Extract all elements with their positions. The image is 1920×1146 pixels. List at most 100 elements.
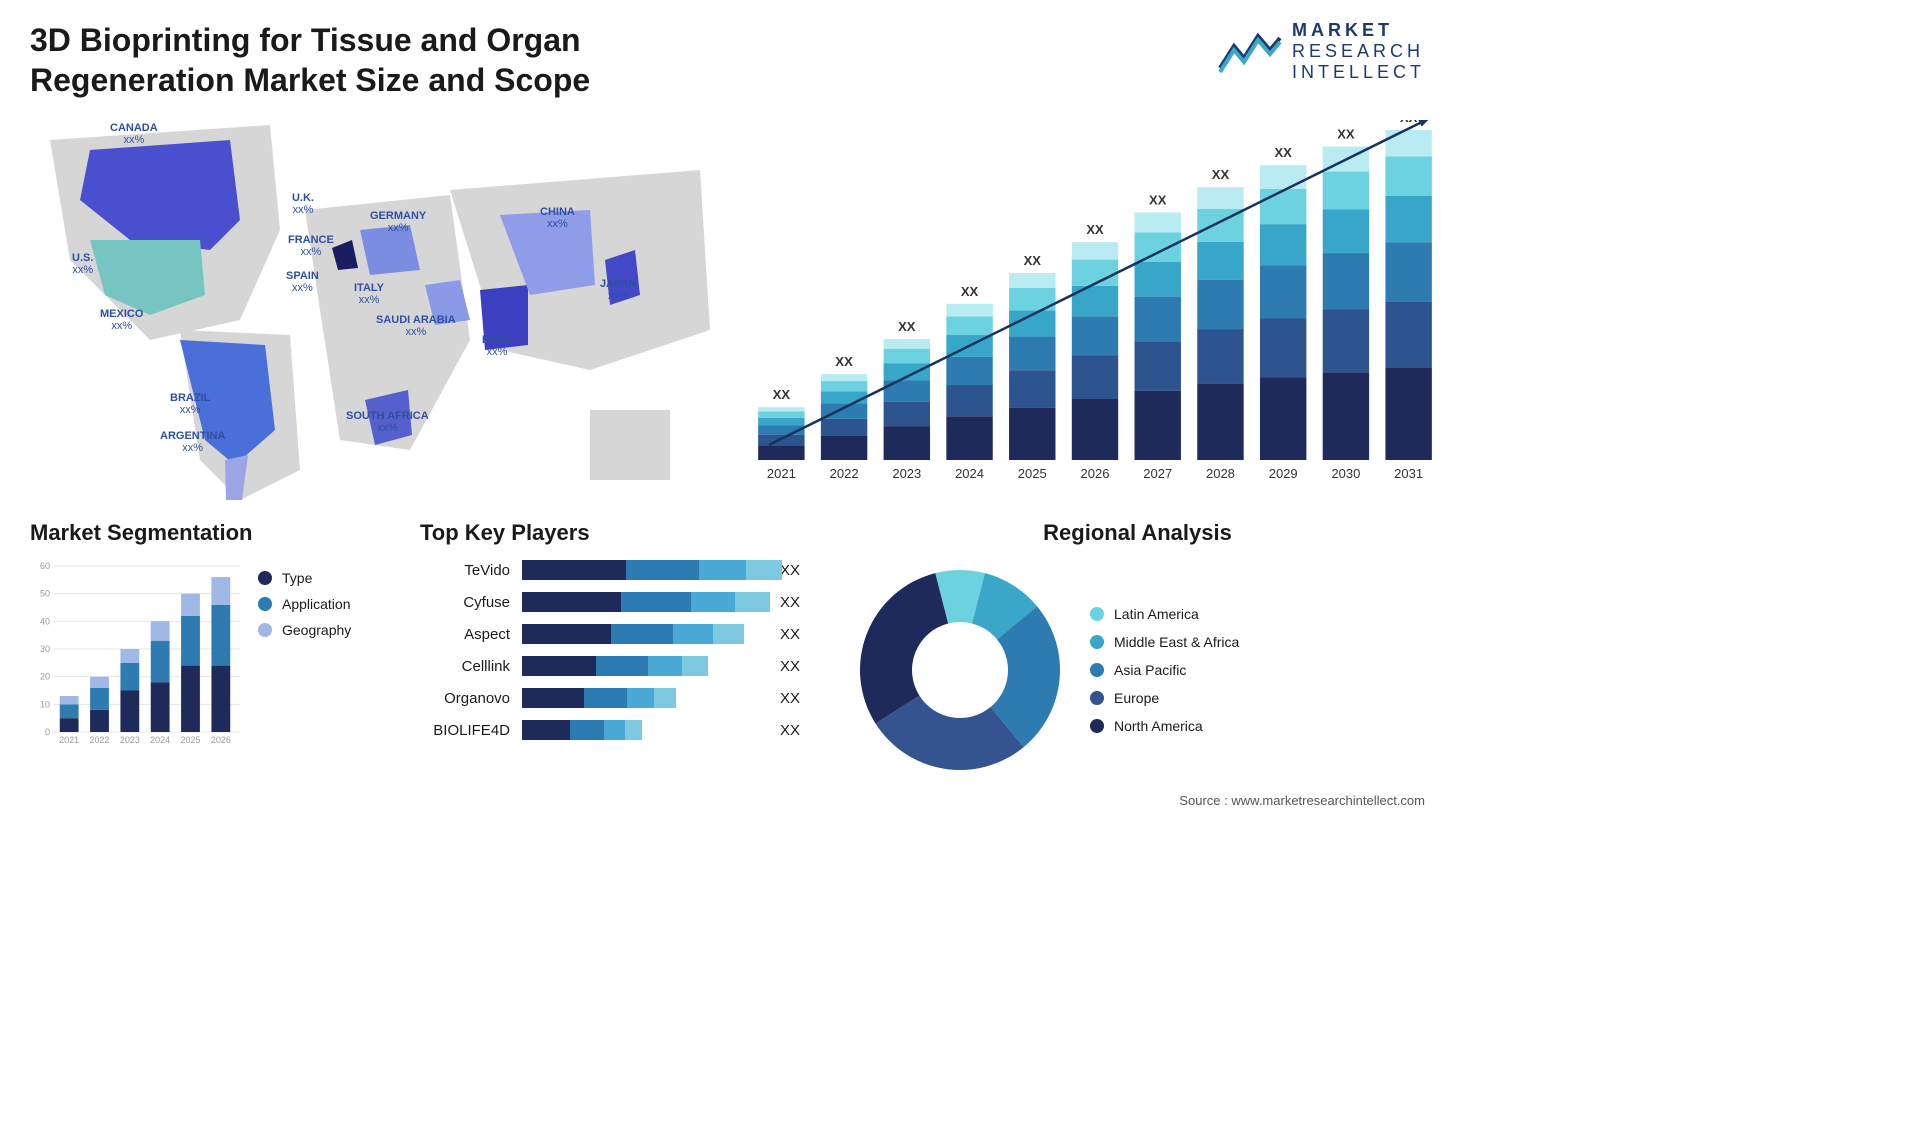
brand-logo: MARKET RESEARCH INTELLECT xyxy=(1218,20,1425,83)
key-player-row: Cyfuse XX xyxy=(420,592,800,612)
svg-text:2021: 2021 xyxy=(59,735,79,745)
regional-legend-item: Asia Pacific xyxy=(1090,662,1239,678)
map-country-label: ITALYxx% xyxy=(354,282,384,306)
svg-text:XX: XX xyxy=(835,354,853,369)
key-player-row: OrganovoXX xyxy=(420,688,800,708)
svg-text:2031: 2031 xyxy=(1394,466,1423,481)
svg-text:XX: XX xyxy=(1024,253,1042,268)
player-bar-segment xyxy=(625,720,642,740)
player-bar-segment xyxy=(522,624,611,644)
player-value: XX xyxy=(780,562,800,579)
map-country-label: GERMANYxx% xyxy=(370,210,426,234)
legend-label: Europe xyxy=(1114,690,1159,706)
segmentation-chart-svg: 0102030405060202120222023202420252026 xyxy=(30,560,240,750)
player-bar-segment xyxy=(522,720,570,740)
key-player-row: BIOLIFE4DXX xyxy=(420,720,800,740)
regional-legend-item: Middle East & Africa xyxy=(1090,634,1239,650)
legend-swatch-icon xyxy=(1090,607,1104,621)
growth-chart-svg: XX2021XX2022XX2023XX2024XX2025XX2026XX20… xyxy=(750,120,1440,490)
player-bar-segment xyxy=(682,656,708,676)
regional-title: Regional Analysis xyxy=(850,520,1425,546)
svg-text:2029: 2029 xyxy=(1269,466,1298,481)
player-bar-segment xyxy=(522,560,626,580)
map-country-label: CANADAxx% xyxy=(110,122,158,146)
player-name: Organovo xyxy=(420,690,510,707)
legend-swatch-icon xyxy=(1090,719,1104,733)
key-players-list: TeVidoXXCyfuseXXAspectXXCelllinkXXOrgano… xyxy=(420,560,800,740)
svg-text:XX: XX xyxy=(1149,193,1167,208)
player-bar-segment xyxy=(570,720,604,740)
legend-label: Middle East & Africa xyxy=(1114,634,1239,650)
player-bar-segment xyxy=(746,560,782,580)
svg-text:0: 0 xyxy=(45,727,50,737)
regional-legend: Latin America Middle East & Africa Asia Pa… xyxy=(1090,606,1239,734)
svg-text:10: 10 xyxy=(40,699,50,709)
map-country-label: U.K.xx% xyxy=(292,192,314,216)
segmentation-legend-item: Geography xyxy=(258,622,351,638)
segmentation-panel: Market Segmentation 0 10 20 30 40 50 60 2021 202… xyxy=(30,520,400,780)
logo-mark-icon xyxy=(1218,28,1282,76)
svg-text:60: 60 xyxy=(40,561,50,571)
player-bar-segment xyxy=(611,624,673,644)
regional-legend-item: North America xyxy=(1090,718,1239,734)
logo-text-line-2: RESEARCH xyxy=(1292,41,1425,62)
segmentation-chart: 0102030405060202120222023202420252026 xyxy=(30,560,240,750)
regional-donut-chart xyxy=(850,560,1070,780)
svg-text:30: 30 xyxy=(40,644,50,654)
svg-text:2028: 2028 xyxy=(1206,466,1235,481)
player-value: XX xyxy=(780,722,800,739)
player-value: XX xyxy=(780,594,800,611)
svg-text:2023: 2023 xyxy=(892,466,921,481)
svg-text:20: 20 xyxy=(40,672,50,682)
key-player-row: TeVidoXX xyxy=(420,560,800,580)
player-bar xyxy=(522,656,762,676)
logo-text-line-3: INTELLECT xyxy=(1292,62,1425,83)
player-bar xyxy=(522,560,762,580)
player-bar-segment xyxy=(627,688,655,708)
map-country-label: U.S.xx% xyxy=(72,252,93,276)
map-country-label: SAUDI ARABIAxx% xyxy=(376,314,456,338)
legend-swatch-icon xyxy=(258,623,272,637)
map-country-label: ARGENTINAxx% xyxy=(160,430,225,454)
svg-text:2024: 2024 xyxy=(955,466,984,481)
player-bar xyxy=(522,592,762,612)
legend-swatch-icon xyxy=(258,597,272,611)
legend-swatch-icon xyxy=(1090,691,1104,705)
legend-label: Geography xyxy=(282,622,351,638)
player-bar-segment xyxy=(604,720,626,740)
player-value: XX xyxy=(780,658,800,675)
player-bar-segment xyxy=(522,592,621,612)
svg-text:2030: 2030 xyxy=(1331,466,1360,481)
segmentation-legend-item: Application xyxy=(258,596,351,612)
legend-label: North America xyxy=(1114,718,1203,734)
svg-text:50: 50 xyxy=(40,589,50,599)
logo-text-line-1: MARKET xyxy=(1292,20,1425,41)
svg-text:40: 40 xyxy=(40,616,50,626)
player-bar-segment xyxy=(699,560,746,580)
legend-swatch-icon xyxy=(1090,635,1104,649)
svg-text:2023: 2023 xyxy=(120,735,140,745)
player-bar-segment xyxy=(584,688,627,708)
player-name: Cyfuse xyxy=(420,594,510,611)
player-bar-segment xyxy=(673,624,713,644)
key-players-panel: Top Key Players TeVidoXX Cyfuse XX Aspect XX… xyxy=(420,520,830,780)
svg-text:2021: 2021 xyxy=(767,466,796,481)
legend-label: Type xyxy=(282,570,312,586)
svg-text:XX: XX xyxy=(1337,127,1355,142)
legend-label: Latin America xyxy=(1114,606,1199,622)
player-bar-segment xyxy=(621,592,690,612)
world-map: CANADAxx%U.S.xx%MEXICOxx%BRAZILxx%ARGENT… xyxy=(30,110,720,500)
svg-text:2027: 2027 xyxy=(1143,466,1172,481)
player-name: Aspect xyxy=(420,626,510,643)
map-country-label: SPAINxx% xyxy=(286,270,319,294)
svg-text:2022: 2022 xyxy=(830,466,859,481)
map-country-label: MEXICOxx% xyxy=(100,308,143,332)
legend-label: Application xyxy=(282,596,351,612)
segmentation-title: Market Segmentation xyxy=(30,520,400,546)
key-players-title: Top Key Players xyxy=(420,520,830,546)
segmentation-legend: Type Application Geography xyxy=(258,570,351,638)
legend-swatch-icon xyxy=(258,571,272,585)
player-bar-segment xyxy=(713,624,744,644)
svg-text:XX: XX xyxy=(961,284,979,299)
svg-text:2024: 2024 xyxy=(150,735,170,745)
